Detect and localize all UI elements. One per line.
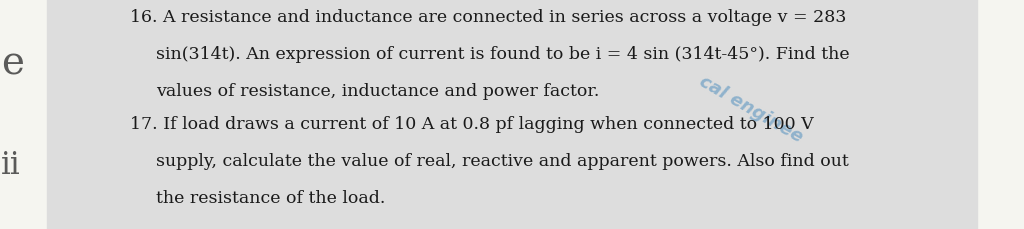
Text: cal enginee: cal enginee xyxy=(696,72,806,146)
Text: e: e xyxy=(1,46,24,82)
Text: sin(314t). An expression of current is found to be i = 4 sin (314t-45°). Find th: sin(314t). An expression of current is f… xyxy=(156,46,849,63)
Text: 16. A resistance and inductance are connected in series across a voltage v = 283: 16. A resistance and inductance are conn… xyxy=(130,9,847,26)
Text: values of resistance, inductance and power factor.: values of resistance, inductance and pow… xyxy=(156,83,599,100)
Text: the resistance of the load.: the resistance of the load. xyxy=(156,190,385,207)
Text: supply, calculate the value of real, reactive and apparent powers. Also find out: supply, calculate the value of real, rea… xyxy=(156,153,849,170)
Text: 17. If load draws a current of 10 A at 0.8 pf lagging when connected to 100 V: 17. If load draws a current of 10 A at 0… xyxy=(130,116,814,133)
Text: ii: ii xyxy=(1,150,20,180)
